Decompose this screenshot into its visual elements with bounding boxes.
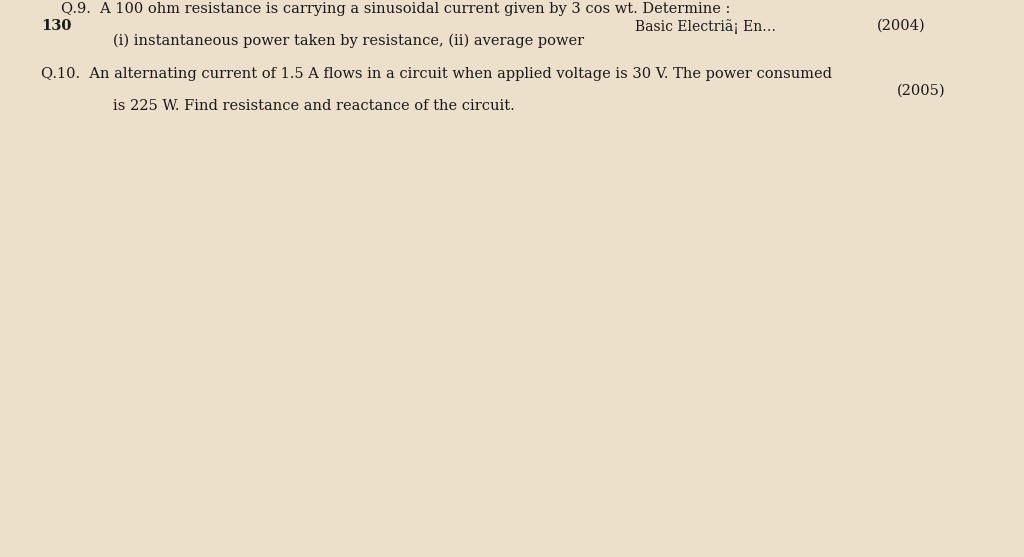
Text: is 225 W. Find resistance and reactance of the circuit.: is 225 W. Find resistance and reactance … [113, 99, 514, 113]
Text: (i) instantaneous power taken by resistance, (ii) average power: (i) instantaneous power taken by resista… [113, 33, 584, 48]
Text: 130: 130 [41, 19, 72, 33]
Text: (2005): (2005) [897, 84, 945, 97]
Text: Q.10.  An alternating current of 1.5 A flows in a circuit when applied voltage i: Q.10. An alternating current of 1.5 A fl… [41, 67, 831, 81]
Text: Basic Electriã¡ En…: Basic Electriã¡ En… [635, 19, 776, 35]
Text: Q.9.  A 100 ohm resistance is carrying a sinusoidal current given by 3 cos wt. D: Q.9. A 100 ohm resistance is carrying a … [61, 2, 731, 16]
Text: (2004): (2004) [877, 19, 925, 33]
